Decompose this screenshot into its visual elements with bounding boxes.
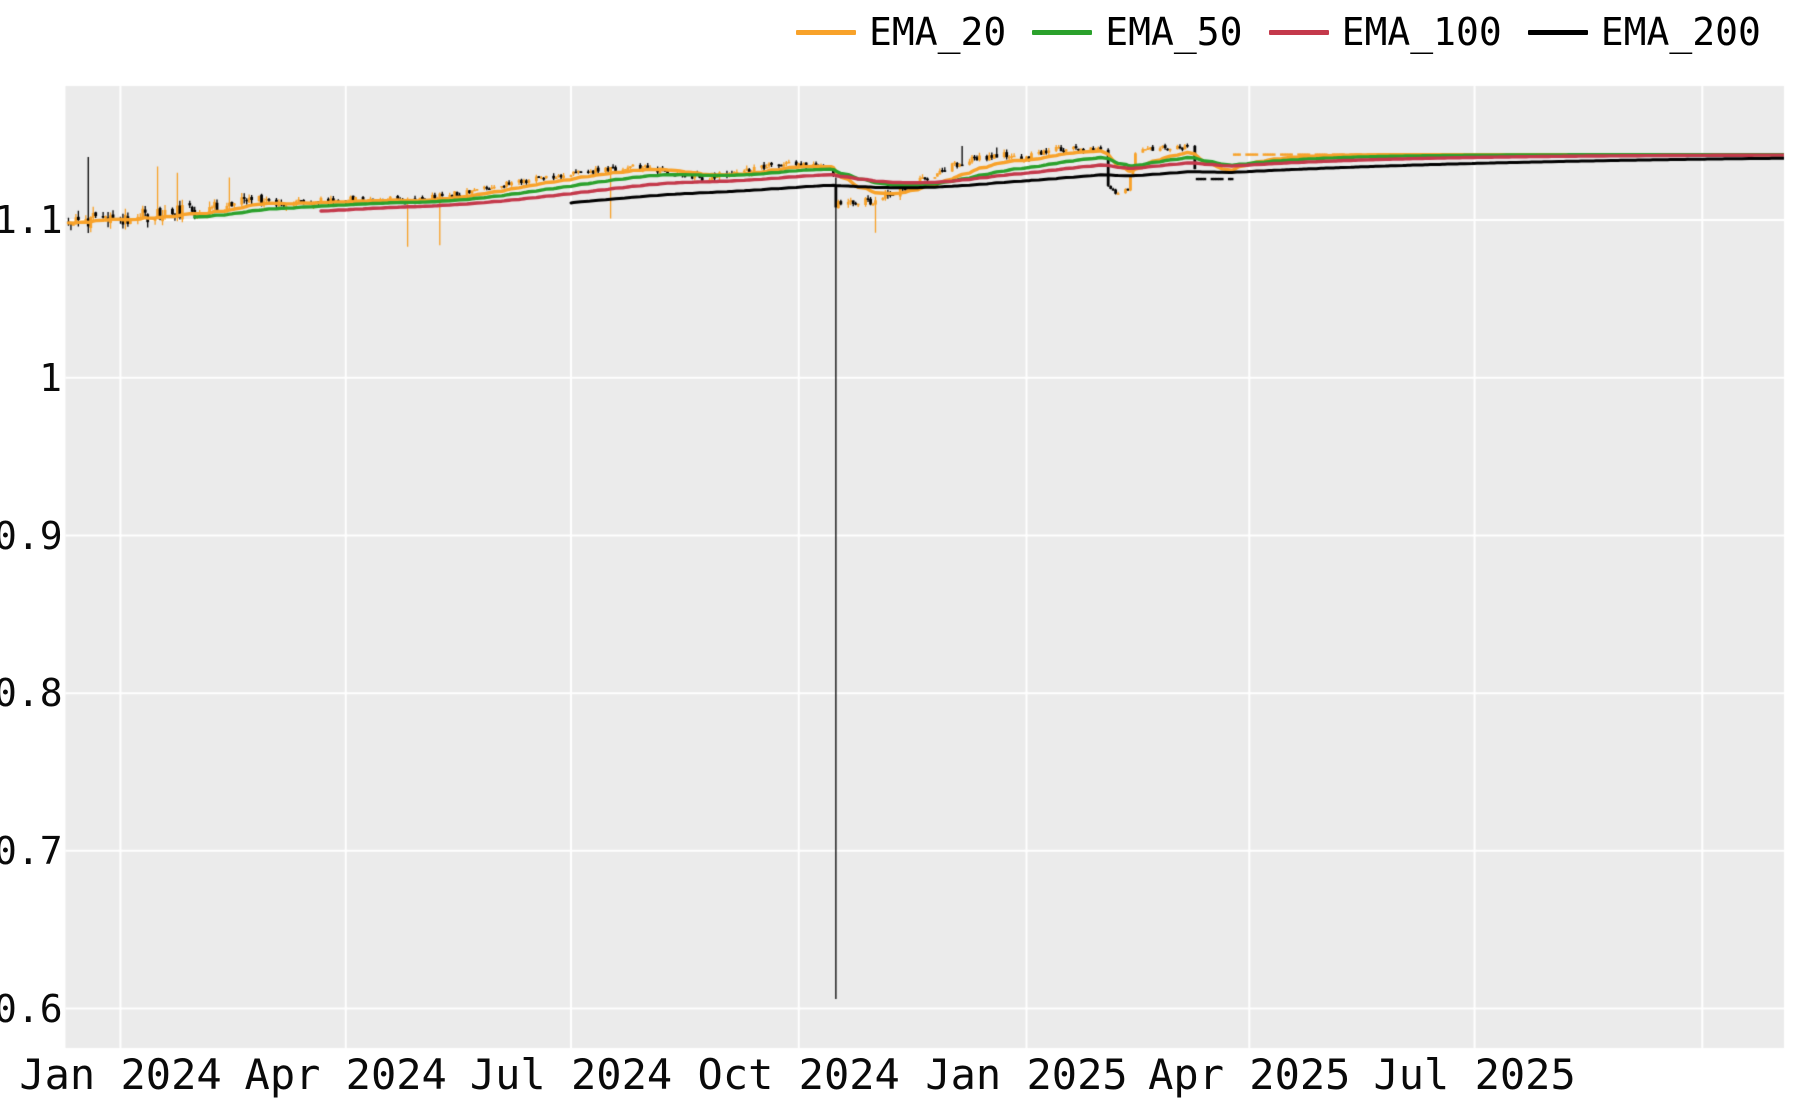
x-tick-label: Jul 2024	[469, 1050, 673, 1099]
legend-item-ema-20: EMA_20	[796, 10, 1006, 54]
legend-item-label: EMA_100	[1341, 10, 1502, 54]
y-tick-label: 0.9	[0, 513, 63, 558]
y-tick-label: 1.1	[0, 198, 63, 242]
line-swatch-icon	[796, 29, 856, 35]
line-swatch-icon	[1527, 29, 1588, 35]
x-tick-label: Jan 2025	[925, 1050, 1128, 1099]
legend-item-label: EMA_200	[1600, 10, 1761, 54]
y-tick-label: 0.8	[0, 671, 63, 716]
legend-item-label: EMA_20	[869, 10, 1007, 54]
x-tick-label: Jul 2025	[1373, 1050, 1576, 1099]
legend-item-label: EMA_50	[1105, 10, 1243, 54]
line-swatch-icon	[1268, 29, 1329, 35]
y-tick-label: 0.7	[0, 828, 63, 873]
line-swatch-icon	[1032, 29, 1093, 35]
x-tick-label: Jan 2024	[19, 1050, 222, 1099]
y-tick-label: 1	[39, 355, 62, 400]
x-tick-label: Apr 2025	[1148, 1050, 1351, 1099]
x-tick-label: Apr 2024	[244, 1050, 447, 1099]
y-tick-label: 0.6	[0, 986, 63, 1031]
legend: EMA_20 EMA_50 EMA_100 EMA_200	[796, 4, 1761, 60]
legend-item-ema-200: EMA_200	[1527, 10, 1761, 54]
x-tick-label: Oct 2024	[697, 1050, 900, 1099]
legend-item-ema-50: EMA_50	[1032, 10, 1243, 54]
legend-item-ema-100: EMA_100	[1268, 10, 1502, 54]
